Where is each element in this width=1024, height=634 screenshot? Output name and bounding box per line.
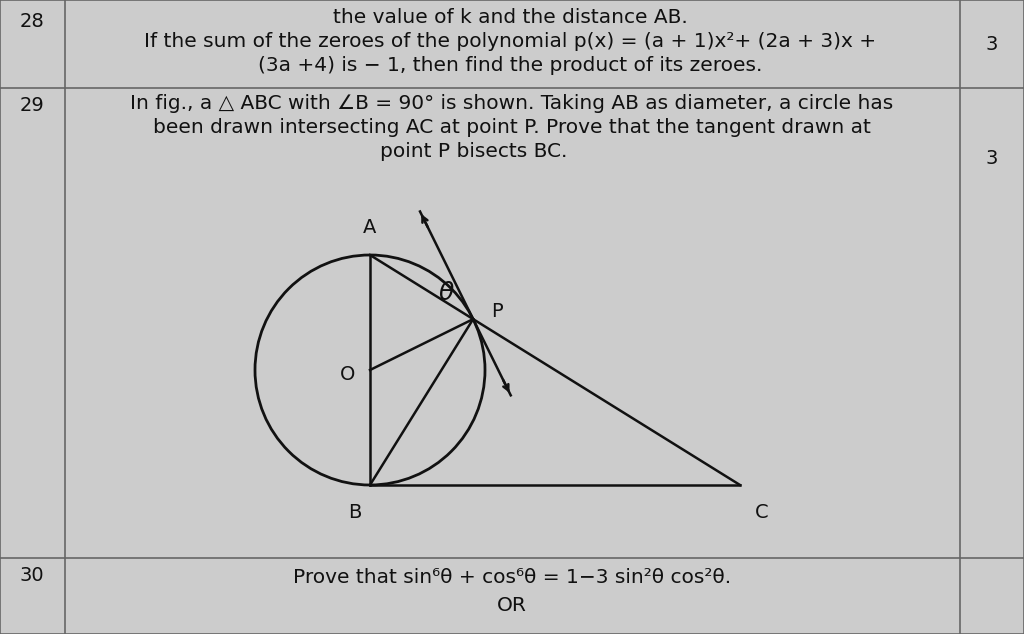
Text: 28: 28: [19, 12, 44, 31]
Text: C: C: [755, 503, 769, 522]
Text: In fig., a △ ABC with ∠B = 90° is shown. Taking AB as diameter, a circle has: In fig., a △ ABC with ∠B = 90° is shown.…: [130, 94, 894, 113]
Text: 30: 30: [19, 566, 44, 585]
Text: Prove that sin⁶θ + cos⁶θ = 1−3 sin²θ cos²θ.: Prove that sin⁶θ + cos⁶θ = 1−3 sin²θ cos…: [293, 568, 731, 587]
Text: A: A: [364, 218, 377, 237]
Text: 3: 3: [986, 148, 998, 167]
Text: (3a +4) is − 1, then find the product of its zeroes.: (3a +4) is − 1, then find the product of…: [258, 56, 762, 75]
Text: 3: 3: [986, 34, 998, 53]
Text: point P bisects BC.: point P bisects BC.: [380, 142, 567, 161]
Text: P: P: [492, 302, 503, 321]
Text: If the sum of the zeroes of the polynomial p(x) = (a + 1)x²+ (2a + 3)x +: If the sum of the zeroes of the polynomi…: [144, 32, 877, 51]
Text: OR: OR: [497, 596, 527, 615]
Text: the value of k and the distance AB.: the value of k and the distance AB.: [333, 8, 687, 27]
Text: 29: 29: [19, 96, 44, 115]
Text: been drawn intersecting AC at point P. Prove that the tangent drawn at: been drawn intersecting AC at point P. P…: [153, 118, 871, 137]
Text: O: O: [340, 365, 355, 384]
Text: B: B: [348, 503, 361, 522]
Text: θ: θ: [438, 281, 454, 305]
